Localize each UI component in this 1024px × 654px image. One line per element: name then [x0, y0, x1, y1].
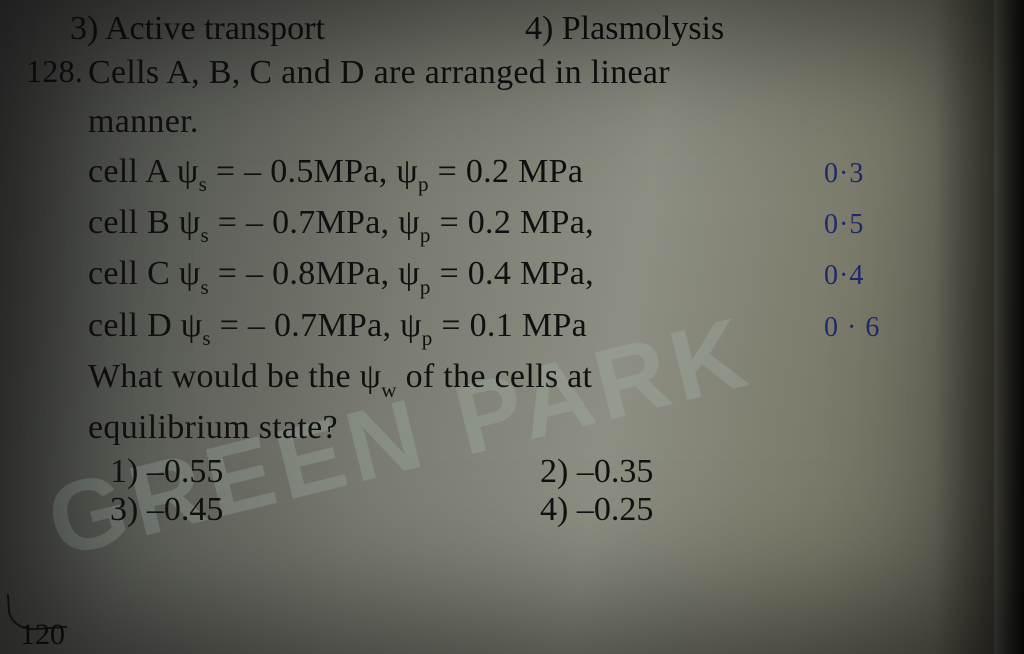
cell-c-sub1: s — [200, 275, 209, 299]
cell-d-p2: = – 0.7MPa, ψ — [211, 307, 422, 344]
cell-b-sub1: s — [200, 223, 209, 247]
option-4: 4) –0.25 — [540, 491, 970, 529]
cell-a-p1: cell A ψ — [88, 153, 199, 190]
cell-d-p3: = 0.1 MPa — [433, 307, 587, 344]
cell-b-p3: = 0.2 MPa, — [431, 204, 594, 241]
cell-d-sub1: s — [202, 326, 211, 350]
cell-a-text: cell A ψs = – 0.5MPa, ψp = 0.2 MPa — [88, 147, 808, 198]
cell-c-sub2: p — [420, 275, 431, 299]
prev-question-options: 3) Active transport 4) Plasmolysis — [70, 10, 994, 48]
cell-d-text: cell D ψs = – 0.7MPa, ψp = 0.1 MPa — [88, 301, 808, 352]
question-stem-line1: 128.Cells A, B, C and D are arranged in … — [26, 48, 994, 97]
cell-d-row: cell D ψs = – 0.7MPa, ψp = 0.1 MPa 0 · 6 — [88, 301, 994, 352]
question-number: 128. — [26, 48, 88, 94]
page-content: 3) Active transport 4) Plasmolysis 128.C… — [0, 0, 1024, 654]
option-3: 3) –0.45 — [110, 491, 540, 529]
cell-a-p2: = – 0.5MPa, ψ — [207, 153, 418, 190]
prev-option-4: 4) Plasmolysis — [525, 10, 724, 48]
cell-c-p3: = 0.4 MPa, — [431, 255, 594, 292]
prev-option-3: 3) Active transport — [70, 10, 325, 48]
cell-c-p1: cell C ψ — [88, 255, 200, 292]
ask-p2: of the cells at — [397, 358, 593, 395]
cell-c-p2: = – 0.8MPa, ψ — [209, 255, 420, 292]
cell-a-sub2: p — [418, 172, 429, 196]
cell-b-p2: = – 0.7MPa, ψ — [209, 204, 420, 241]
cell-b-p1: cell B ψ — [88, 204, 200, 241]
option-1: 1) –0.55 — [110, 453, 540, 491]
options-row-2: 3) –0.45 4) –0.25 — [110, 491, 994, 529]
cell-a-handnote: 0·3 — [808, 158, 864, 190]
cell-d-sub2: p — [422, 326, 433, 350]
cell-d-p1: cell D ψ — [88, 307, 202, 344]
next-question-partial: 120 — [20, 618, 65, 652]
cell-a-sub1: s — [199, 172, 208, 196]
cell-a-p3: = 0.2 MPa — [429, 153, 583, 190]
cell-b-handnote: 0·5 — [808, 209, 864, 241]
question-stem-line2: manner. — [88, 97, 994, 146]
ask-p1: What would be the ψ — [88, 358, 381, 395]
cell-c-handnote: 0·4 — [808, 260, 864, 292]
options-row-1: 1) –0.55 2) –0.35 — [110, 453, 994, 491]
ask-sub: w — [381, 378, 397, 402]
ask-line2: equilibrium state? — [88, 403, 994, 452]
cell-a-row: cell A ψs = – 0.5MPa, ψp = 0.2 MPa 0·3 — [88, 147, 994, 198]
cell-c-row: cell C ψs = – 0.8MPa, ψp = 0.4 MPa, 0·4 — [88, 249, 994, 300]
cell-b-row: cell B ψs = – 0.7MPa, ψp = 0.2 MPa, 0·5 — [88, 198, 994, 249]
cell-d-handnote: 0 · 6 — [808, 312, 880, 344]
stem-text-2: manner. — [88, 103, 199, 140]
ask-line1: What would be the ψw of the cells at — [88, 352, 994, 403]
stem-text-1: Cells A, B, C and D are arranged in line… — [88, 54, 670, 91]
ask-line2-text: equilibrium state? — [88, 409, 338, 446]
cell-c-text: cell C ψs = – 0.8MPa, ψp = 0.4 MPa, — [88, 249, 808, 300]
cell-b-text: cell B ψs = – 0.7MPa, ψp = 0.2 MPa, — [88, 198, 808, 249]
option-2: 2) –0.35 — [540, 453, 970, 491]
cell-b-sub2: p — [420, 223, 431, 247]
